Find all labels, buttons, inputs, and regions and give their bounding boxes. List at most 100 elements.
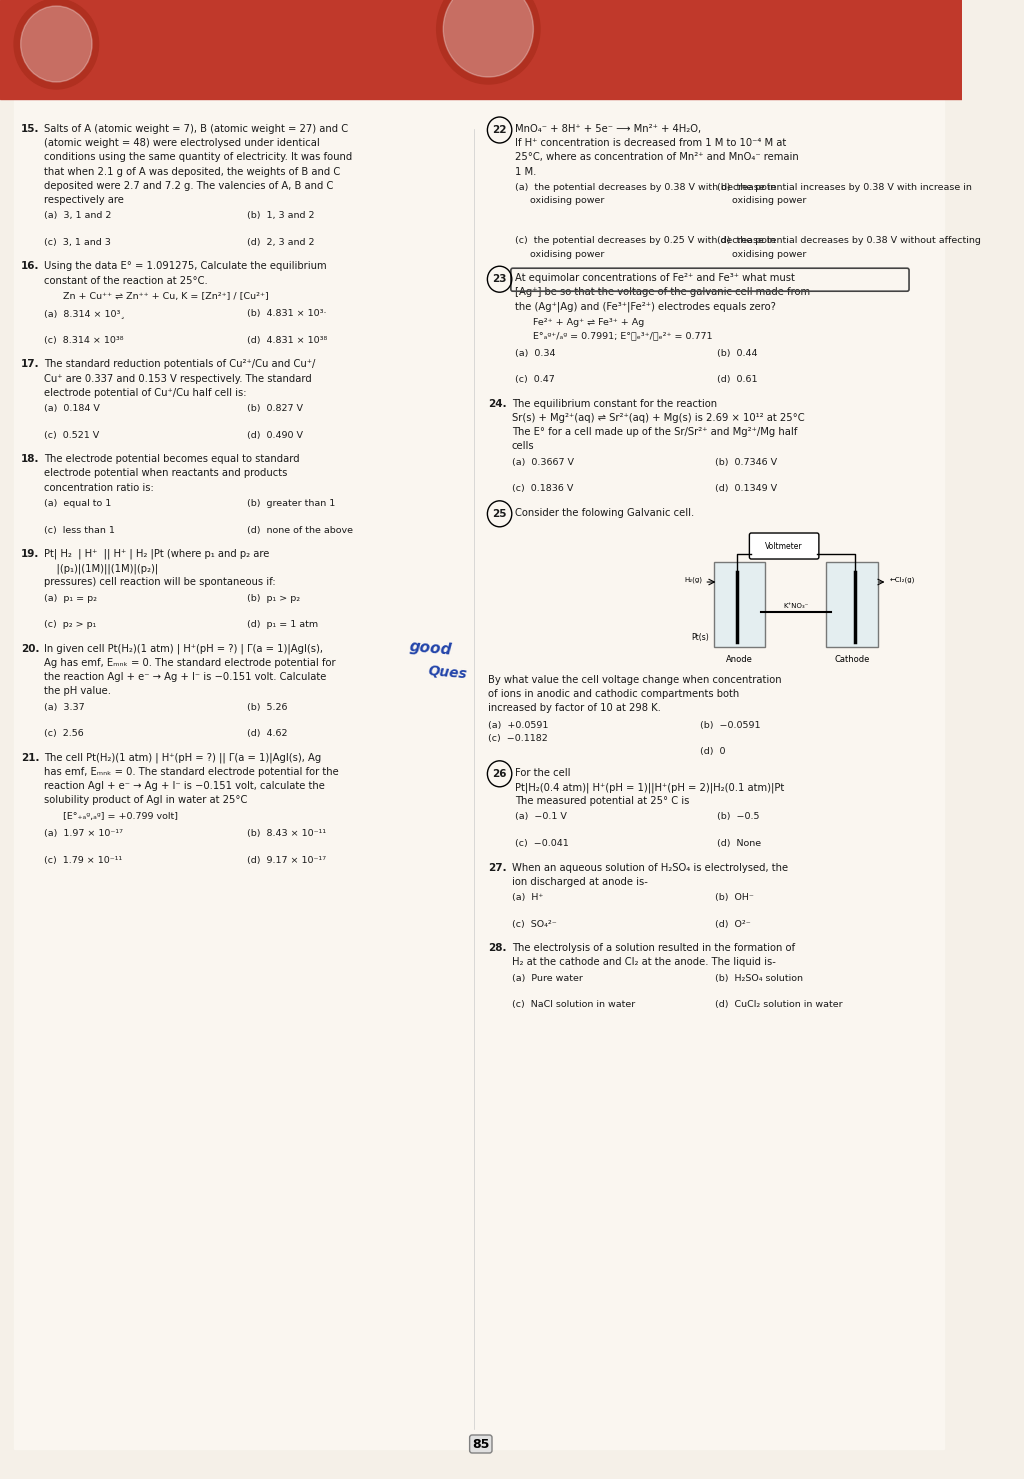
Text: (a)  0.3667 V: (a) 0.3667 V (512, 457, 573, 466)
Text: E°ₐᵍ⁺/ₐᵍ = 0.7991; E°ⰼₑ³⁺/ⰼₑ²⁺ = 0.771: E°ₐᵍ⁺/ₐᵍ = 0.7991; E°ⰼₑ³⁺/ⰼₑ²⁺ = 0.771 (534, 331, 713, 340)
Text: (c)  0.521 V: (c) 0.521 V (44, 430, 99, 439)
Text: of ions in anodic and cathodic compartments both: of ions in anodic and cathodic compartme… (488, 689, 739, 700)
Text: (a)  equal to 1: (a) equal to 1 (44, 498, 112, 507)
Text: (c)  the potential decreases by 0.25 V with decrease in: (c) the potential decreases by 0.25 V wi… (515, 237, 775, 246)
Text: electrode potential when reactants and products: electrode potential when reactants and p… (44, 469, 288, 478)
Text: 25°C, where as concentration of Mn²⁺ and MnO₄⁻ remain: 25°C, where as concentration of Mn²⁺ and… (515, 152, 799, 163)
Text: (b)  5.26: (b) 5.26 (247, 703, 288, 711)
Text: 1 M.: 1 M. (515, 167, 536, 176)
Text: MnO₄⁻ + 8H⁺ + 5e⁻ ⟶ Mn²⁺ + 4H₂O,: MnO₄⁻ + 8H⁺ + 5e⁻ ⟶ Mn²⁺ + 4H₂O, (515, 124, 700, 135)
Text: (b)  1, 3 and 2: (b) 1, 3 and 2 (247, 211, 314, 220)
Text: Cathode: Cathode (835, 655, 870, 664)
Text: (a)  the potential decreases by 0.38 V with decrease in: (a) the potential decreases by 0.38 V wi… (515, 183, 776, 192)
Text: respectively are: respectively are (44, 195, 124, 206)
Circle shape (14, 0, 98, 89)
Circle shape (20, 6, 92, 81)
Text: Sr(s) + Mg²⁺(aq) ⇌ Sr²⁺(aq) + Mg(s) is 2.69 × 10¹² at 25°C: Sr(s) + Mg²⁺(aq) ⇌ Sr²⁺(aq) + Mg(s) is 2… (512, 413, 805, 423)
Text: |(p₁)|(1M)||(1M)|(p₂)|: |(p₁)|(1M)||(1M)|(p₂)| (44, 563, 159, 574)
Text: concentration ratio is:: concentration ratio is: (44, 482, 154, 493)
Text: ←Cl₂(g): ←Cl₂(g) (889, 577, 914, 583)
Text: The standard reduction potentials of Cu²⁺/Cu and Cu⁺/: The standard reduction potentials of Cu²… (44, 359, 315, 370)
Text: solubility product of AgI in water at 25°C: solubility product of AgI in water at 25… (44, 796, 248, 806)
Text: has emf, Eₘₙₖ = 0. The standard electrode potential for the: has emf, Eₘₙₖ = 0. The standard electrod… (44, 768, 339, 776)
Text: (a)  Pure water: (a) Pure water (512, 973, 583, 982)
Text: cells: cells (512, 441, 535, 451)
Text: (b)  8.43 × 10⁻¹¹: (b) 8.43 × 10⁻¹¹ (247, 828, 326, 839)
Bar (0, 0, 962, 99)
Text: 16.: 16. (20, 262, 39, 271)
Text: reaction AgI + e⁻ → Ag + I⁻ is −0.151 volt, calculate the: reaction AgI + e⁻ → Ag + I⁻ is −0.151 vo… (44, 781, 325, 791)
Text: (c)  3, 1 and 3: (c) 3, 1 and 3 (44, 238, 111, 247)
Text: 24.: 24. (488, 399, 507, 408)
Bar (714, 562, 765, 646)
Text: 15.: 15. (20, 124, 39, 135)
Text: (b)  0.827 V: (b) 0.827 V (247, 404, 303, 413)
Text: the pH value.: the pH value. (44, 686, 112, 697)
Text: Pt|H₂(0.4 atm)| H⁺(pH = 1)||H⁺(pH = 2)|H₂(0.1 atm)|Pt: Pt|H₂(0.4 atm)| H⁺(pH = 1)||H⁺(pH = 2)|H… (515, 782, 783, 793)
Text: (c)  NaCl solution in water: (c) NaCl solution in water (512, 1000, 635, 1009)
Text: 19.: 19. (20, 549, 39, 559)
Text: (c)  SO₄²⁻: (c) SO₄²⁻ (512, 920, 557, 929)
Text: (b)  the potential increases by 0.38 V with increase in: (b) the potential increases by 0.38 V wi… (718, 183, 973, 192)
Text: (b)  p₁ > p₂: (b) p₁ > p₂ (247, 593, 300, 602)
Text: If H⁺ concentration is decreased from 1 M to 10⁻⁴ M at: If H⁺ concentration is decreased from 1 … (515, 138, 785, 148)
Text: Consider the folowing Galvanic cell.: Consider the folowing Galvanic cell. (515, 507, 694, 518)
Text: increased by factor of 10 at 298 K.: increased by factor of 10 at 298 K. (488, 704, 662, 713)
Text: (d)  None: (d) None (718, 839, 762, 847)
Text: (c)  −0.041: (c) −0.041 (515, 839, 568, 847)
Text: (d)  CuCl₂ solution in water: (d) CuCl₂ solution in water (715, 1000, 843, 1009)
Text: (a)  8.314 × 10³¸: (a) 8.314 × 10³¸ (44, 309, 125, 318)
Text: electrode potential of Cu⁺/Cu half cell is:: electrode potential of Cu⁺/Cu half cell … (44, 387, 247, 398)
Text: H₂ at the cathode and Cl₂ at the anode. The liquid is-: H₂ at the cathode and Cl₂ at the anode. … (512, 957, 775, 967)
Text: (b)  4.831 × 10³·: (b) 4.831 × 10³· (247, 309, 327, 318)
Text: (d)  4.831 × 10³⁸: (d) 4.831 × 10³⁸ (247, 336, 328, 345)
Text: the reaction AgI + e⁻ → Ag + I⁻ is −0.151 volt. Calculate: the reaction AgI + e⁻ → Ag + I⁻ is −0.15… (44, 671, 327, 682)
Text: Zn + Cu⁺⁺ ⇌ Zn⁺⁺ + Cu, K = [Zn²⁺] / [Cu²⁺]: Zn + Cu⁺⁺ ⇌ Zn⁺⁺ + Cu, K = [Zn²⁺] / [Cu²… (62, 291, 268, 300)
Text: pressures) cell reaction will be spontaneous if:: pressures) cell reaction will be spontan… (44, 577, 275, 587)
Text: Salts of A (atomic weight = 7), B (atomic weight = 27) and C: Salts of A (atomic weight = 7), B (atomi… (44, 124, 348, 135)
Text: 26: 26 (493, 769, 507, 779)
Text: 25: 25 (493, 509, 507, 519)
Text: (a)  H⁺: (a) H⁺ (512, 893, 543, 902)
Text: The electrode potential becomes equal to standard: The electrode potential becomes equal to… (44, 454, 300, 464)
Text: (d)  0.61: (d) 0.61 (718, 376, 758, 385)
Text: [E°₊ₐᵍ,ₐᵍ] = +0.799 volt]: [E°₊ₐᵍ,ₐᵍ] = +0.799 volt] (62, 812, 178, 821)
Text: At equimolar concentrations of Fe²⁺ and Fe³⁺ what must: At equimolar concentrations of Fe²⁺ and … (515, 274, 795, 282)
Text: (c)  p₂ > p₁: (c) p₂ > p₁ (44, 620, 96, 630)
Text: Pt| H₂  | H⁺  || H⁺ | H₂ |Pt (where p₁ and p₂ are: Pt| H₂ | H⁺ || H⁺ | H₂ |Pt (where p₁ and… (44, 549, 269, 559)
Text: 22: 22 (493, 126, 507, 135)
Text: 27.: 27. (488, 862, 507, 873)
Text: (c)  2.56: (c) 2.56 (44, 729, 84, 738)
Text: (a)  3.37: (a) 3.37 (44, 703, 85, 711)
Text: (c)  8.314 × 10³⁸: (c) 8.314 × 10³⁸ (44, 336, 124, 345)
Text: the (Ag⁺|Ag) and (Fe³⁺|Fe²⁺) electrodes equals zero?: the (Ag⁺|Ag) and (Fe³⁺|Fe²⁺) electrodes … (515, 302, 775, 312)
Text: When an aqueous solution of H₂SO₄ is electrolysed, the: When an aqueous solution of H₂SO₄ is ele… (512, 862, 787, 873)
Text: (d)  2, 3 and 2: (d) 2, 3 and 2 (247, 238, 314, 247)
Text: (a)  −0.1 V: (a) −0.1 V (515, 812, 566, 821)
Text: 17.: 17. (20, 359, 39, 370)
Text: (a)  +0.0591: (a) +0.0591 (488, 720, 549, 729)
Text: (d)  the potential decreases by 0.38 V without affecting: (d) the potential decreases by 0.38 V wi… (718, 237, 981, 246)
Text: 85: 85 (472, 1438, 489, 1451)
Text: Ques: Ques (427, 664, 468, 682)
Text: (b)  greater than 1: (b) greater than 1 (247, 498, 335, 507)
Text: Pt(s): Pt(s) (691, 633, 709, 642)
Text: (a)  0.184 V: (a) 0.184 V (44, 404, 100, 413)
Circle shape (436, 0, 540, 84)
Text: The equilibrium constant for the reaction: The equilibrium constant for the reactio… (512, 399, 717, 408)
Text: (c)  −0.1182: (c) −0.1182 (488, 734, 548, 742)
Text: (b)  −0.5: (b) −0.5 (718, 812, 760, 821)
Text: The E° for a cell made up of the Sr/Sr²⁺ and Mg²⁺/Mg half: The E° for a cell made up of the Sr/Sr²⁺… (512, 427, 797, 438)
Text: 20.: 20. (20, 643, 39, 654)
Text: good: good (409, 639, 453, 658)
Text: The electrolysis of a solution resulted in the formation of: The electrolysis of a solution resulted … (512, 944, 795, 954)
Text: [Ag⁺] be so that the voltage of the galvanic cell made from: [Ag⁺] be so that the voltage of the galv… (515, 287, 810, 297)
Text: Voltmeter: Voltmeter (765, 541, 803, 550)
Text: For the cell: For the cell (515, 768, 570, 778)
Text: deposited were 2.7 and 7.2 g. The valencies of A, B and C: deposited were 2.7 and 7.2 g. The valenc… (44, 180, 334, 191)
Text: (b)  0.44: (b) 0.44 (718, 349, 758, 358)
Text: Ag has emf, Eₘₙₖ = 0. The standard electrode potential for: Ag has emf, Eₘₙₖ = 0. The standard elect… (44, 658, 336, 669)
Text: (a)  1.97 × 10⁻¹⁷: (a) 1.97 × 10⁻¹⁷ (44, 828, 123, 839)
Text: (atomic weight = 48) were electrolysed under identical: (atomic weight = 48) were electrolysed u… (44, 138, 319, 148)
Text: K⁺NO₃⁻: K⁺NO₃⁻ (783, 603, 809, 609)
